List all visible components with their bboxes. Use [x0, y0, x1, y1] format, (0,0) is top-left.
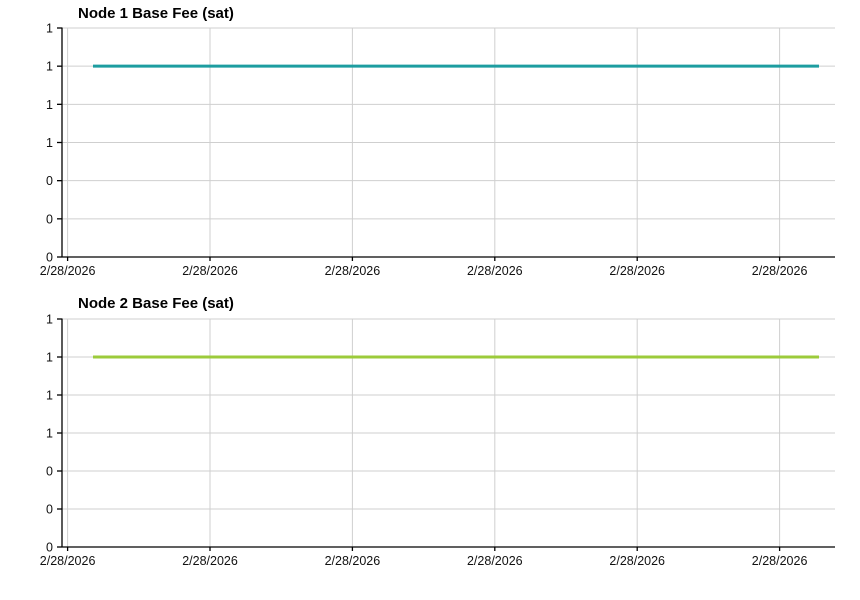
x-tick-label: 2/28/2026 [182, 264, 238, 278]
x-tick-label: 2/28/2026 [752, 554, 808, 568]
y-tick-label: 0 [46, 212, 53, 226]
y-tick-label: 0 [46, 251, 53, 265]
x-tick-label: 2/28/2026 [40, 264, 96, 278]
y-tick-label: 0 [46, 465, 53, 479]
y-tick-label: 1 [46, 22, 53, 36]
chart-title: Node 2 Base Fee (sat) [78, 295, 234, 312]
x-tick-label: 2/28/2026 [609, 264, 665, 278]
y-tick-label: 0 [46, 503, 53, 517]
x-tick-label: 2/28/2026 [467, 264, 523, 278]
y-tick-label: 1 [46, 427, 53, 441]
x-tick-label: 2/28/2026 [325, 264, 381, 278]
y-tick-label: 1 [46, 351, 53, 365]
y-tick-label: 1 [46, 313, 53, 327]
chart-node1-base-fee: Node 1 Base Fee (sat) 1 1 1 1 0 0 0 2/28/2026 2/… [0, 0, 860, 290]
x-tick-label: 2/28/2026 [182, 554, 238, 568]
x-tick-label: 2/28/2026 [467, 554, 523, 568]
y-tick-label: 0 [46, 174, 53, 188]
x-tick-label: 2/28/2026 [752, 264, 808, 278]
chart-title: Node 1 Base Fee (sat) [78, 5, 234, 22]
y-tick-label: 1 [46, 389, 53, 403]
y-tick-label: 1 [46, 136, 53, 150]
y-tick-label: 1 [46, 60, 53, 74]
y-tick-label: 1 [46, 98, 53, 112]
x-tick-label: 2/28/2026 [609, 554, 665, 568]
y-tick-label: 0 [46, 541, 53, 555]
x-tick-label: 2/28/2026 [325, 554, 381, 568]
chart-node2-base-fee: Node 2 Base Fee (sat) 1 1 1 1 0 0 0 2/28/2026 2/… [0, 290, 860, 600]
x-tick-label: 2/28/2026 [40, 554, 96, 568]
